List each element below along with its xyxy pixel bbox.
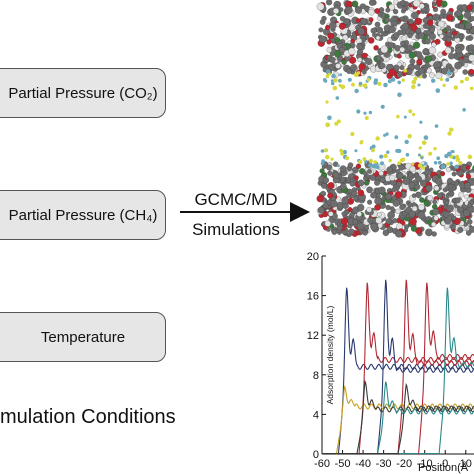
y-tick-label: 0	[313, 449, 319, 461]
y-tick-label: 20	[307, 251, 319, 263]
y-tick-label: 12	[307, 330, 319, 342]
ch4-partial-pressure-label: Partial Pressure (CH₄)	[8, 206, 158, 224]
co2-partial-pressure-box: Partial Pressure (CO₂)	[0, 68, 166, 118]
simulation-conditions-caption: mulation Conditions	[0, 406, 176, 428]
x-tick-label: 0	[442, 458, 448, 470]
density-series-line	[322, 381, 474, 456]
temperature-box: Temperature	[0, 312, 166, 362]
density-series-line	[322, 385, 474, 456]
x-tick-label: -20	[396, 458, 412, 470]
upper-pore-wall	[316, 0, 474, 80]
x-tick-label: -30	[376, 458, 392, 470]
x-tick-label: -50	[335, 458, 351, 470]
y-tick-label: 16	[307, 291, 319, 303]
density-series-line	[322, 382, 474, 456]
x-tick-label: 10	[460, 458, 472, 470]
x-axis-title: Position(Å	[418, 461, 469, 474]
co2-partial-pressure-label: Partial Pressure (CO₂)	[8, 84, 158, 102]
y-tick-label: 8	[313, 370, 319, 382]
gas-molecules	[320, 68, 474, 170]
method-label-simulations: Simulations	[192, 220, 280, 239]
ch4-partial-pressure-box: Partial Pressure (CH₄)	[0, 190, 166, 240]
x-tick-label: -40	[355, 458, 371, 470]
adsorption-density-chart: 0 4 8 12 16 20 -60 -50 -40 -30 -20 -10 0 10 Adsorption…	[307, 251, 474, 474]
y-tick-label: 4	[313, 409, 319, 421]
temperature-label: Temperature	[40, 328, 126, 346]
density-series-line	[322, 287, 474, 456]
density-series-line	[322, 279, 474, 456]
method-label-gcmc: GCMC/MD	[194, 190, 278, 209]
molecular-simulation-box	[316, 0, 474, 238]
density-series-line	[322, 379, 474, 456]
y-axis-title: Adsorption density (mol/L)	[325, 305, 335, 404]
density-series-line	[322, 287, 474, 456]
x-tick-label: -10	[417, 458, 433, 470]
x-tick-label: -60	[314, 458, 330, 470]
density-series-line	[322, 279, 474, 456]
